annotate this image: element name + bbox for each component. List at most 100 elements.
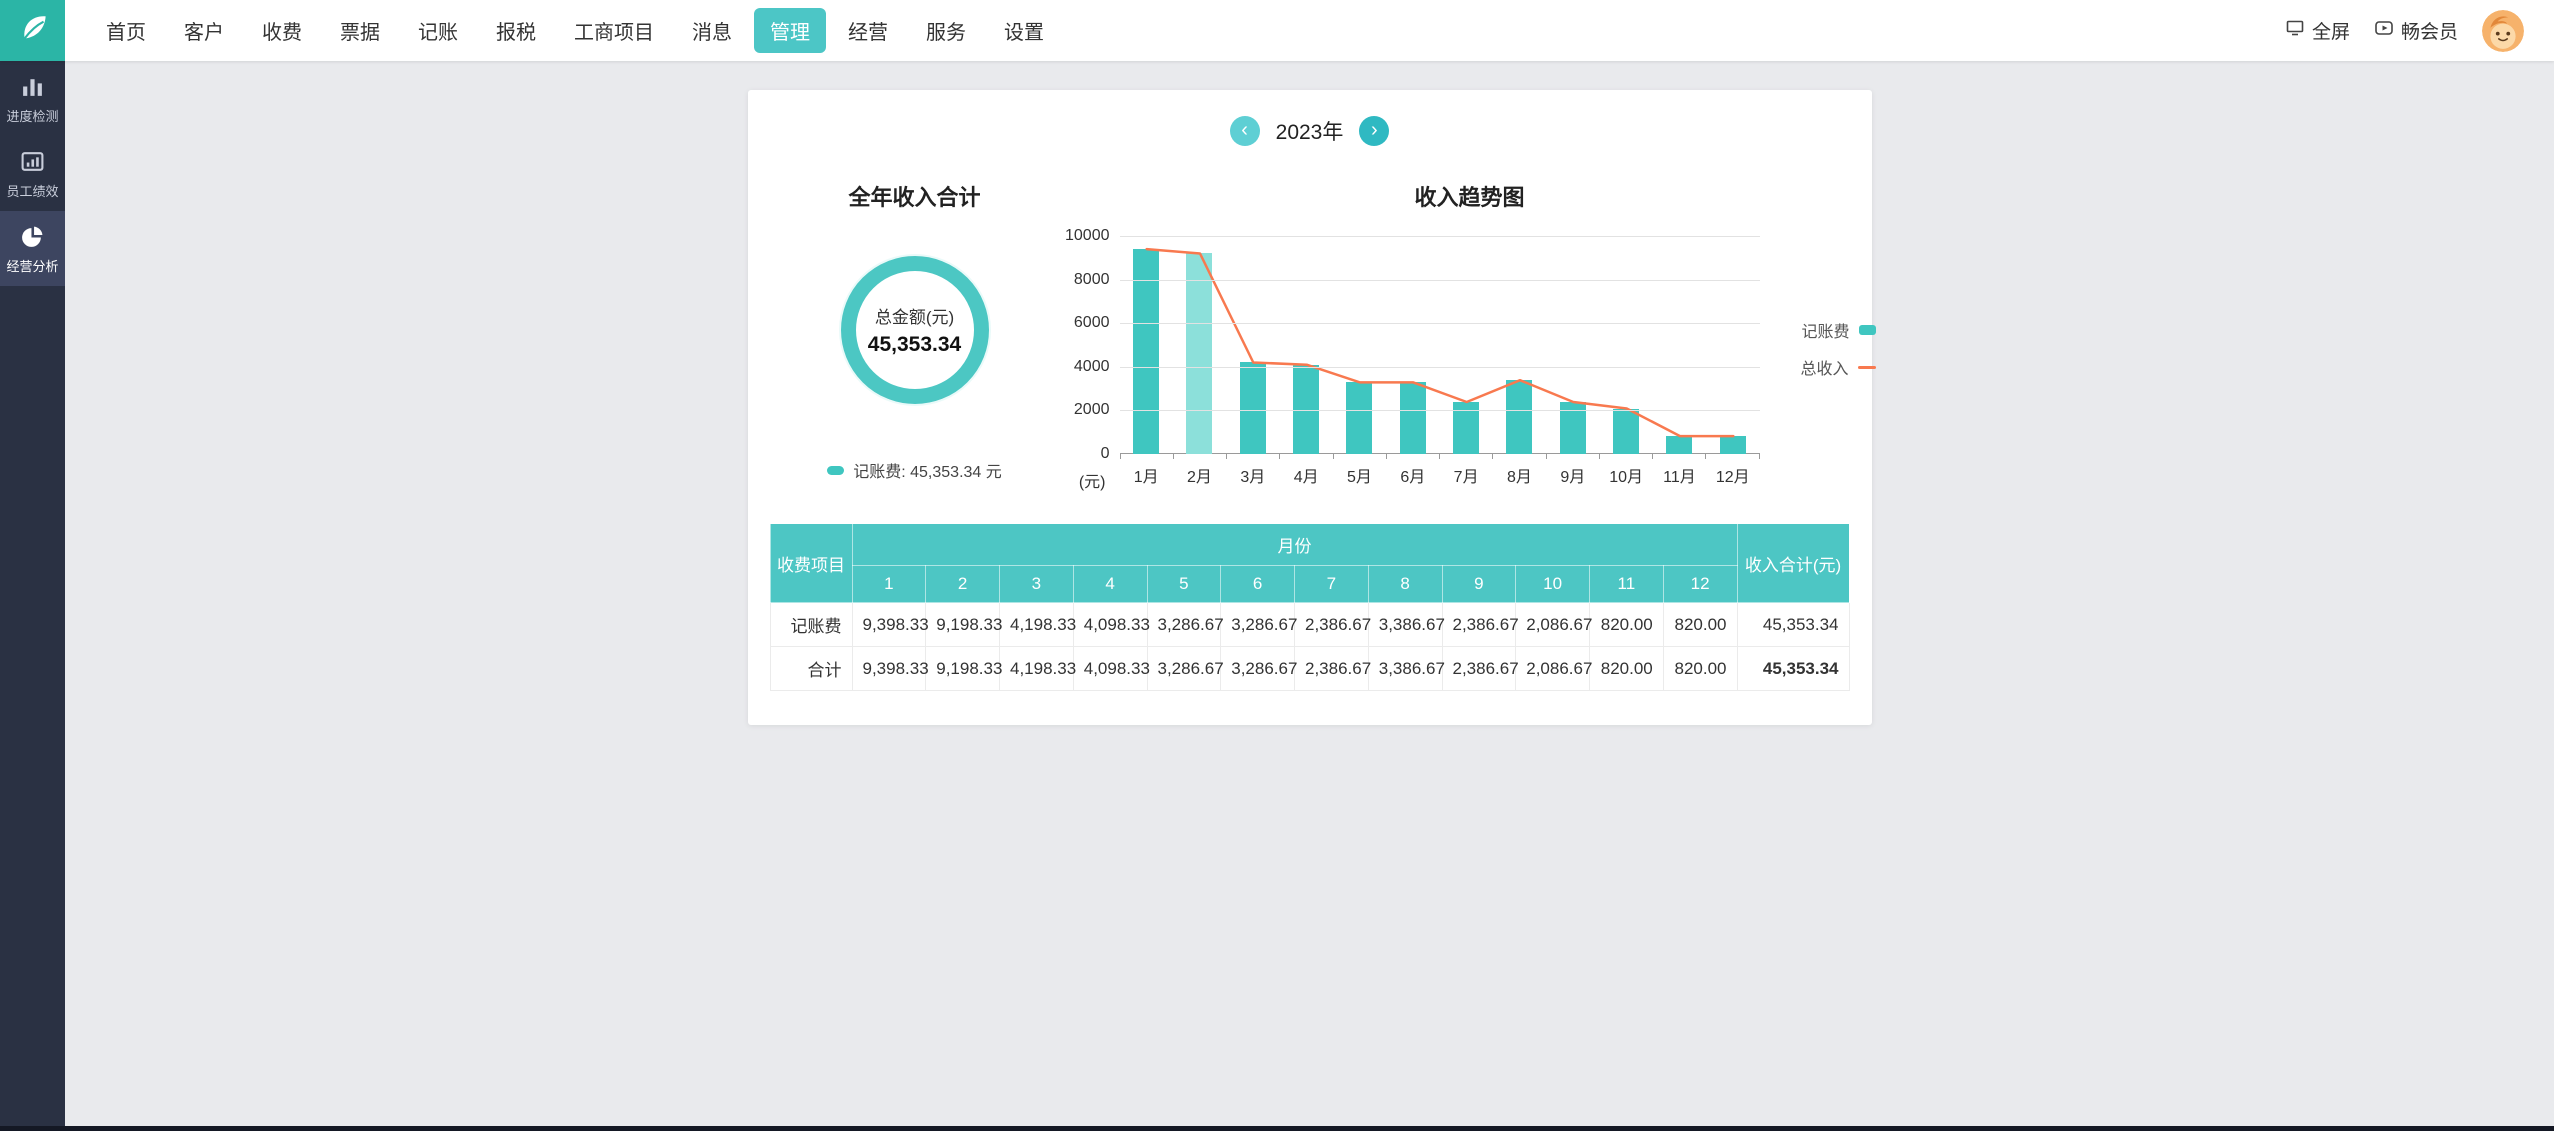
legend-line-marker-icon	[1857, 365, 1876, 369]
chart-title: 收入趋势图	[1414, 185, 1525, 210]
nav-item-7[interactable]: 工商项目	[574, 22, 654, 44]
chart-legend: 记账费 总收入	[1760, 236, 1880, 487]
y-tick-label: 10000	[1065, 227, 1110, 244]
bar-10月[interactable]	[1613, 408, 1640, 454]
main-menu: 首页 客户 收费 票据 记账 报税 工商项目 消息 管理 经营 服务 设置	[87, 7, 1063, 54]
row-label: 合计	[769, 646, 853, 691]
sidebar-item-3[interactable]: 经营分析	[0, 211, 65, 286]
member-label: 畅会员	[2400, 22, 2458, 43]
month-value: 2,386.67	[1441, 602, 1519, 647]
col-header-month-12: 12	[1662, 565, 1738, 603]
nav-item-6[interactable]: 报税	[496, 22, 536, 44]
x-tick-label: 11月	[1663, 469, 1696, 486]
nav-item-8[interactable]: 消息	[692, 22, 732, 44]
summary-legend-text: 记账费: 45,353.34 元	[853, 464, 1002, 481]
bar-slot	[1120, 236, 1173, 454]
nav-item-5[interactable]: 记账	[418, 22, 458, 44]
bar-series	[1120, 236, 1760, 454]
nav-item-10[interactable]: 经营	[848, 22, 888, 44]
member-button[interactable]: 畅会员	[2374, 17, 2458, 44]
annual-summary-panel: 全年收入合计 总金额(元) 45,353.34 记账费: 45,353.34 元	[770, 180, 1060, 487]
row-label: 记账费	[769, 602, 853, 647]
gridline	[1119, 236, 1760, 237]
sidebar-item-1[interactable]: 进度检测	[0, 61, 65, 136]
analysis-card: ‹ 2023年 › 全年收入合计 总金额(元) 45,353.34 记账费: 4…	[747, 90, 1876, 725]
bar-12月[interactable]	[1719, 436, 1746, 454]
sidebar-item-2[interactable]: 员工绩效	[0, 136, 65, 211]
bar-6月[interactable]	[1399, 382, 1426, 454]
bar-chart-icon	[20, 74, 45, 99]
bar-3月[interactable]	[1239, 362, 1266, 454]
x-tick-label: 9月	[1560, 469, 1586, 486]
bar-8月[interactable]	[1506, 380, 1533, 454]
trend-chart: 0 2000 4000 6000 8000 10000 (元) 1月 2月 3月 4月 5月 6月 7月…	[1060, 227, 1880, 491]
month-value: 2,086.67	[1515, 602, 1592, 647]
member-video-icon	[2374, 18, 2394, 44]
y-tick-label: 2000	[1073, 401, 1110, 419]
bar-4月[interactable]	[1293, 364, 1320, 454]
nav-item-11[interactable]: 服务	[926, 22, 966, 44]
col-header-month-7: 7	[1294, 565, 1369, 603]
x-axis-line	[1119, 453, 1760, 454]
bar-2月[interactable]	[1186, 253, 1213, 454]
x-tick-label: 2月	[1187, 469, 1212, 486]
month-value: 3,286.67	[1146, 646, 1224, 691]
prev-year-button[interactable]: ‹	[1229, 116, 1260, 146]
legend-entry[interactable]: 总收入	[1800, 355, 1876, 379]
month-value: 820.00	[1589, 602, 1664, 647]
col-header-month-10: 10	[1515, 565, 1590, 603]
month-value: 3,286.67	[1220, 602, 1297, 647]
month-value: 4,198.33	[999, 646, 1076, 691]
nav-item-1[interactable]: 首页	[106, 22, 146, 44]
bar-slot	[1653, 236, 1706, 454]
bar-slot	[1226, 236, 1279, 454]
nav-item-9[interactable]: 管理	[754, 8, 826, 53]
nav-item-12[interactable]: 设置	[1004, 22, 1044, 44]
y-tick-label: 0	[1100, 445, 1110, 462]
y-tick-label: 8000	[1073, 270, 1110, 288]
bar-5月[interactable]	[1346, 382, 1373, 454]
donut-label: 总金额(元)	[874, 308, 955, 327]
col-header-month-1: 1	[851, 565, 927, 603]
month-value: 2,386.67	[1294, 602, 1371, 647]
fullscreen-button[interactable]: 全屏	[2285, 17, 2350, 44]
month-value: 2,386.67	[1441, 646, 1519, 691]
month-value: 820.00	[1662, 602, 1738, 647]
col-header-month-5: 5	[1146, 565, 1222, 603]
legend-entry[interactable]: 记账费	[1801, 318, 1876, 342]
sidebar-item-label: 员工绩效	[6, 184, 59, 199]
col-header-month-8: 8	[1367, 565, 1443, 603]
nav-item-4[interactable]: 票据	[340, 22, 380, 44]
chart-plot-area	[1119, 236, 1760, 459]
legend-label: 总收入	[1800, 361, 1849, 378]
bar-slot	[1439, 236, 1492, 454]
bar-11月[interactable]	[1666, 436, 1693, 454]
month-value: 4,098.33	[1072, 602, 1150, 647]
summary-legend: 记账费: 45,353.34 元	[770, 458, 1060, 482]
bar-slot	[1546, 236, 1599, 454]
nav-item-3[interactable]: 收费	[262, 22, 302, 44]
col-header-months: 月份	[851, 523, 1738, 566]
col-header-month-6: 6	[1220, 565, 1295, 603]
sidebar-item-label: 进度检测	[6, 109, 59, 124]
month-value: 2,386.67	[1294, 646, 1371, 691]
gridline	[1119, 366, 1760, 368]
legend-marker-icon	[827, 465, 845, 475]
app-logo[interactable]	[0, 0, 65, 61]
next-year-button[interactable]: ›	[1359, 116, 1390, 146]
gridline	[1119, 323, 1760, 325]
month-value: 4,198.33	[999, 602, 1076, 647]
sidebar-item-label: 经营分析	[6, 259, 59, 274]
user-avatar[interactable]	[2482, 9, 2524, 52]
year-label: 2023年	[1275, 121, 1344, 144]
chart-x-labels: 1月 2月 3月 4月 5月 6月 7月 8月 9月 10月 11月 12月	[1120, 463, 1760, 487]
left-sidebar: 进度检测员工绩效经营分析	[0, 61, 65, 1131]
y-axis-unit-label: (元)	[1078, 474, 1106, 491]
nav-item-2[interactable]: 客户	[184, 22, 224, 44]
total-amount-donut: 总金额(元) 45,353.34	[840, 256, 989, 404]
gridline	[1119, 279, 1760, 281]
month-value: 2,086.67	[1515, 646, 1592, 691]
bar-slot	[1599, 236, 1652, 454]
fullscreen-label: 全屏	[2311, 22, 2350, 43]
